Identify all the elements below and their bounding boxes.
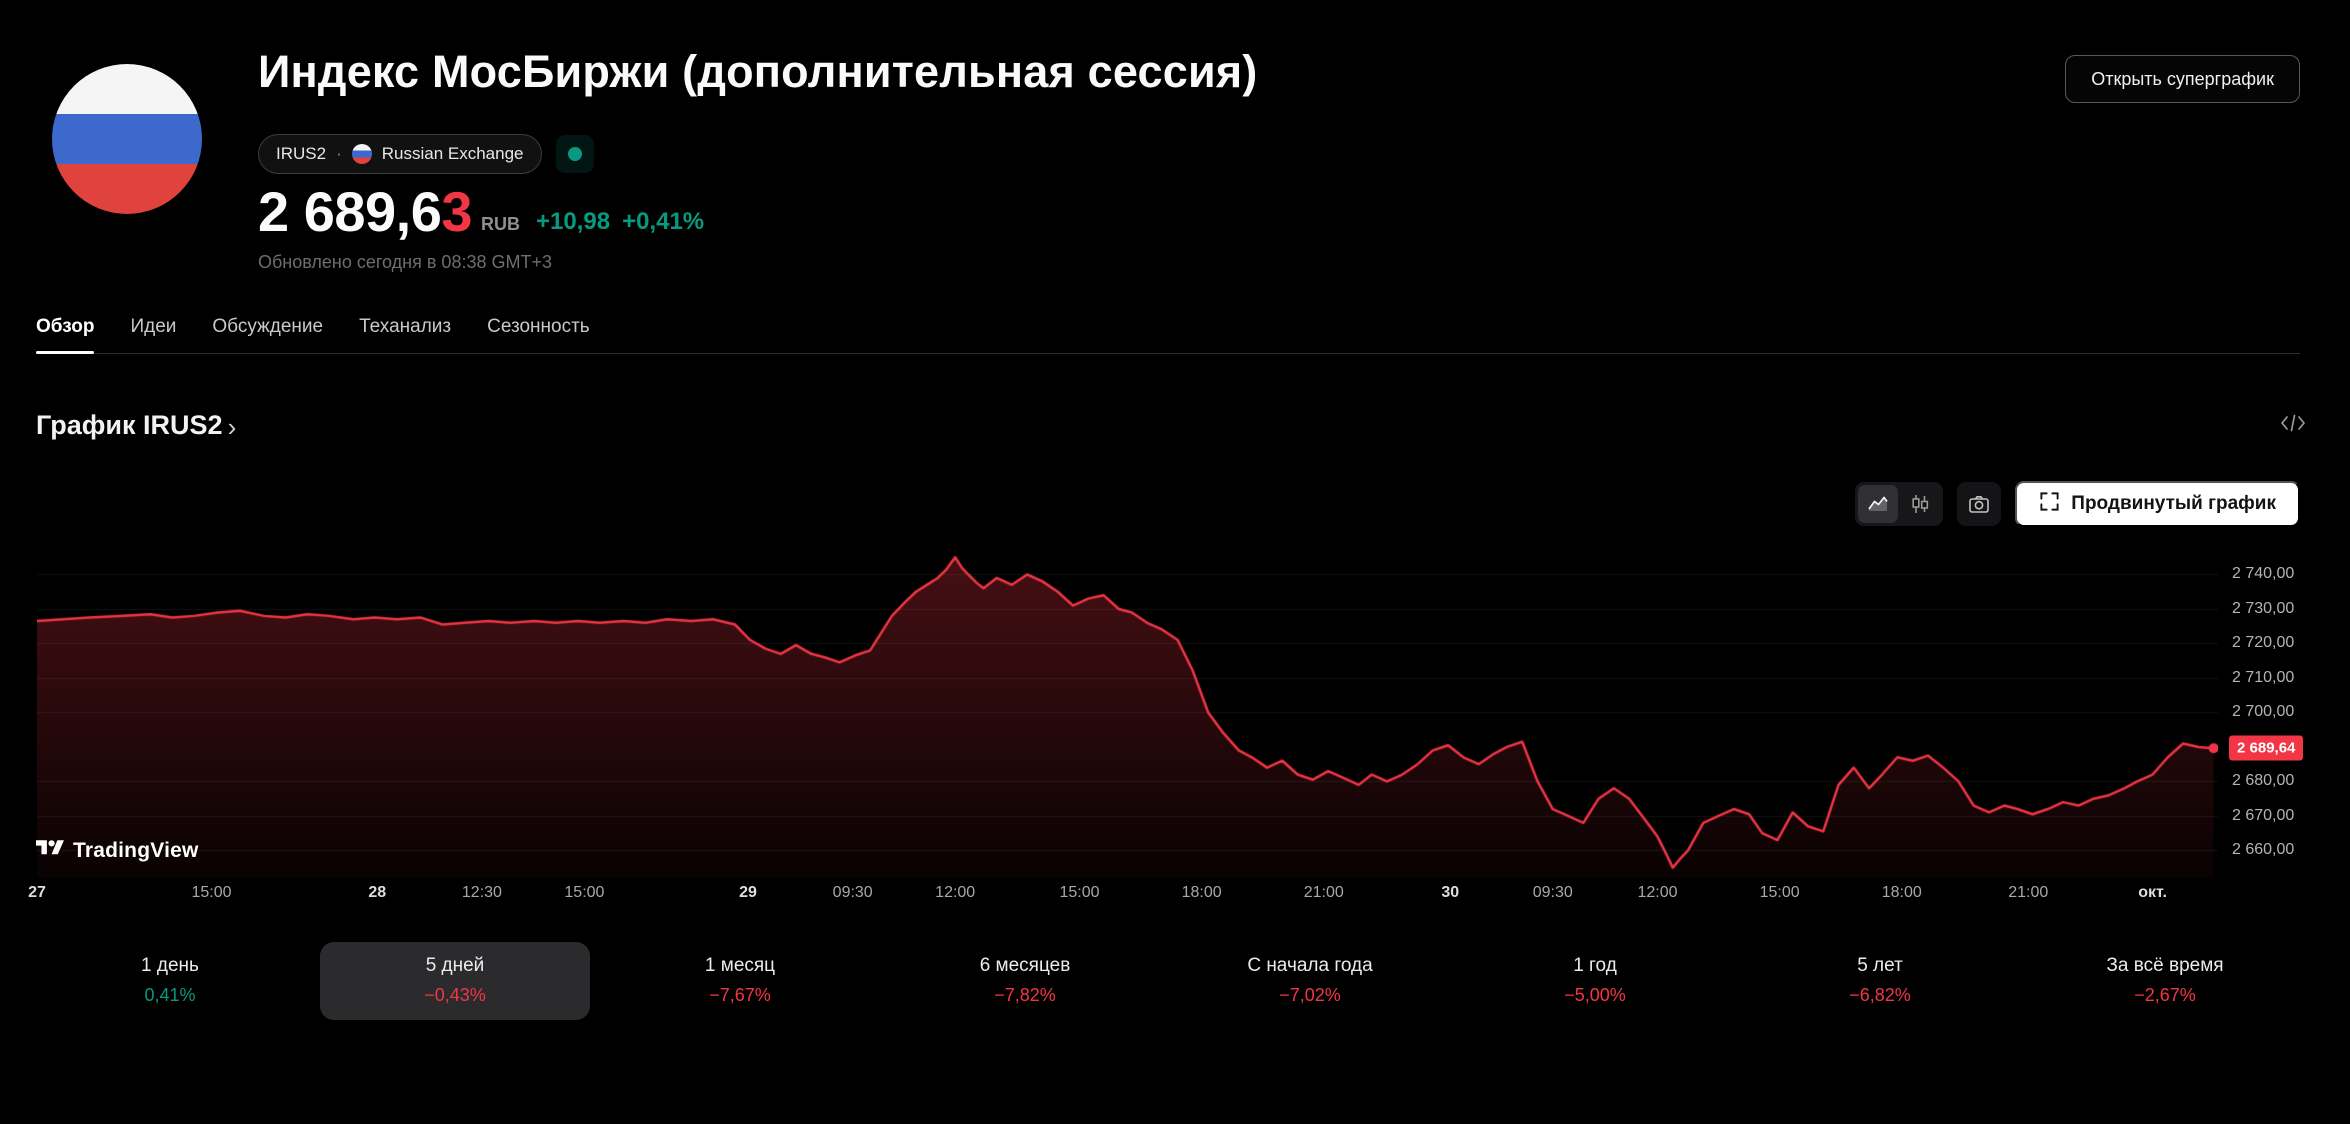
price-last-digit: 3: [441, 180, 472, 243]
tab-Идеи[interactable]: Идеи: [130, 316, 177, 337]
y-axis-label: 2 720,00: [2232, 634, 2295, 652]
chart-toolbar: Продвинутый график: [1855, 481, 2300, 527]
period-label: 1 месяц: [704, 955, 776, 976]
time-axis[interactable]: 27 15:00 28 12:30 15:00 29 09:30 12:00 15:00 18:0…: [28, 884, 2218, 906]
embed-code-icon[interactable]: [2280, 413, 2306, 438]
change-percent: +0,41%: [622, 208, 705, 235]
fullscreen-corners-icon: [2039, 491, 2060, 518]
x-axis-label: 09:30: [832, 884, 873, 901]
period-change: −2,67%: [2134, 985, 2196, 1005]
period-button-5 дней[interactable]: 5 дней −0,43%: [320, 942, 590, 1020]
chart-section-title: График IRUS2: [36, 410, 223, 440]
price-row: 2 689,63 RUB +10,98 +0,41%: [258, 184, 1257, 240]
x-axis-label: 15:00: [1759, 884, 1800, 901]
period-button-1 месяц[interactable]: 1 месяц −7,67%: [605, 942, 875, 1020]
x-axis-label: 15:00: [191, 884, 232, 901]
period-change: −7,02%: [1279, 985, 1341, 1005]
period-selector: 1 день 0,41% 5 дней −0,43% 1 месяц −7,67% 6 ме…: [0, 942, 2350, 1020]
tradingview-watermark[interactable]: TradingView: [36, 837, 199, 864]
x-axis-label: 12:00: [935, 884, 976, 901]
tradingview-logo-icon: [36, 837, 64, 864]
y-axis-label: 2 680,00: [2232, 772, 2295, 790]
currency-label: RUB: [481, 214, 520, 234]
current-price: 2 689,63: [258, 180, 472, 243]
snapshot-camera-button[interactable]: [1957, 482, 2002, 526]
badge-row: IRUS2 · Russian Exchange: [258, 134, 1257, 174]
x-axis-label: окт.: [2138, 884, 2167, 901]
price-change: +10,98 +0,41%: [536, 208, 704, 240]
period-button-5 лет[interactable]: 5 лет −6,82%: [1745, 942, 2015, 1020]
page-tabs: Обзор Идеи Обсуждение Теханализ Сезонность: [36, 316, 2300, 354]
ticker-label: IRUS2: [276, 144, 327, 163]
advanced-chart-button[interactable]: Продвинутый график: [2015, 481, 2300, 527]
x-axis-label: 12:30: [461, 884, 502, 901]
change-absolute: +10,98: [536, 208, 611, 235]
period-label: С начала года: [1247, 955, 1373, 976]
x-axis-label: 12:00: [1637, 884, 1678, 901]
x-axis-label: 18:00: [1881, 884, 1922, 901]
tab-Обсуждение[interactable]: Обсуждение: [212, 316, 324, 337]
period-change: −6,82%: [1849, 985, 1911, 1005]
period-label: За всё время: [2106, 955, 2224, 976]
x-axis-label: 15:00: [1059, 884, 1100, 901]
market-open-dot-icon: [567, 147, 582, 161]
tab-Обзор[interactable]: Обзор: [36, 316, 95, 354]
x-axis-label: 15:00: [564, 884, 605, 901]
period-button-6 месяцев[interactable]: 6 месяцев −7,82%: [890, 942, 1160, 1020]
period-label: 1 день: [141, 955, 199, 976]
tab-Сезонность[interactable]: Сезонность: [487, 316, 590, 337]
y-axis-label: 2 670,00: [2232, 806, 2295, 824]
period-label: 6 месяцев: [979, 955, 1071, 976]
page-title: Индекс МосБиржи (дополнительная сессия): [258, 46, 1258, 97]
advanced-chart-button-label: Продвинутый график: [2071, 493, 2276, 514]
x-axis-label: 28: [368, 884, 387, 901]
y-axis-label: 2 700,00: [2232, 703, 2295, 721]
x-axis-label: 29: [739, 884, 757, 901]
x-axis-label: 21:00: [1303, 884, 1344, 901]
symbol-badge[interactable]: IRUS2 · Russian Exchange: [258, 134, 542, 174]
period-label: 5 лет: [1857, 955, 1903, 976]
period-change: −7,82%: [994, 985, 1056, 1005]
period-change: −5,00%: [1564, 985, 1626, 1005]
russia-flag-logo: [52, 64, 202, 214]
period-label: 1 год: [1573, 955, 1617, 976]
period-change: −0,43%: [424, 985, 486, 1005]
area-chart-type-button[interactable]: [1858, 485, 1899, 523]
separator-dot: ·: [336, 144, 342, 163]
chart-area: 2 689,64 2 740,00 2 730,00 2 720,00 2 710,0…: [0, 540, 2350, 878]
chevron-right-icon: ›: [227, 411, 237, 442]
chart-section-header: График IRUS2 ›: [36, 410, 2306, 441]
y-axis-label: 2 710,00: [2232, 668, 2295, 686]
y-axis-label: 2 740,00: [2232, 565, 2295, 583]
open-superchart-button[interactable]: Открыть суперграфик: [2065, 55, 2300, 103]
x-axis-label: 30: [1441, 884, 1460, 901]
x-axis-label: 09:30: [1532, 884, 1573, 901]
header: Индекс МосБиржи (дополнительная сессия) …: [258, 46, 1257, 273]
tab-Теханализ[interactable]: Теханализ: [359, 316, 452, 337]
y-axis-label: 2 660,00: [2232, 841, 2295, 859]
period-change: −7,67%: [709, 985, 771, 1005]
chart-section-link[interactable]: График IRUS2 ›: [36, 410, 236, 441]
period-change: 0,41%: [144, 985, 196, 1005]
exchange-label: Russian Exchange: [381, 144, 524, 163]
period-label: 5 дней: [425, 955, 485, 976]
candles-chart-type-button[interactable]: [1900, 485, 1940, 523]
market-status-chip[interactable]: [555, 135, 594, 173]
chart-type-switcher: [1855, 482, 1944, 526]
x-axis-label: 27: [28, 884, 46, 901]
x-axis-label: 18:00: [1181, 884, 1222, 901]
period-button-С начала года[interactable]: С начала года −7,02%: [1175, 942, 1445, 1020]
period-button-1 год[interactable]: 1 год −5,00%: [1460, 942, 1730, 1020]
price-axis[interactable]: 2 689,64 2 740,00 2 730,00 2 720,00 2 710,0…: [2229, 540, 2350, 878]
period-button-За всё время[interactable]: За всё время −2,67%: [2030, 942, 2300, 1020]
price-chart[interactable]: [37, 540, 2218, 878]
y-axis-label: 2 730,00: [2232, 599, 2295, 617]
russia-mini-flag-icon: [351, 144, 372, 164]
tradingview-watermark-label: TradingView: [73, 838, 199, 862]
x-axis-label: 21:00: [2008, 884, 2049, 901]
current-price-badge: 2 689,64: [2229, 735, 2304, 761]
last-updated-text: Обновлено сегодня в 08:38 GMT+3: [258, 252, 552, 272]
period-button-1 день[interactable]: 1 день 0,41%: [35, 942, 305, 1020]
